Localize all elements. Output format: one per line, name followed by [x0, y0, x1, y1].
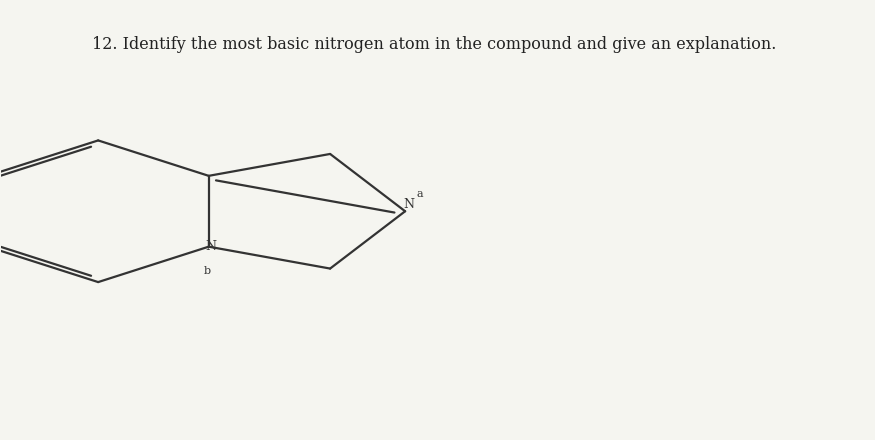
Text: a: a — [416, 189, 423, 199]
Text: N: N — [403, 198, 415, 211]
Text: b: b — [204, 266, 211, 276]
Text: 12. Identify the most basic nitrogen atom in the compound and give an explanatio: 12. Identify the most basic nitrogen ato… — [92, 37, 776, 53]
Text: N: N — [206, 240, 217, 253]
